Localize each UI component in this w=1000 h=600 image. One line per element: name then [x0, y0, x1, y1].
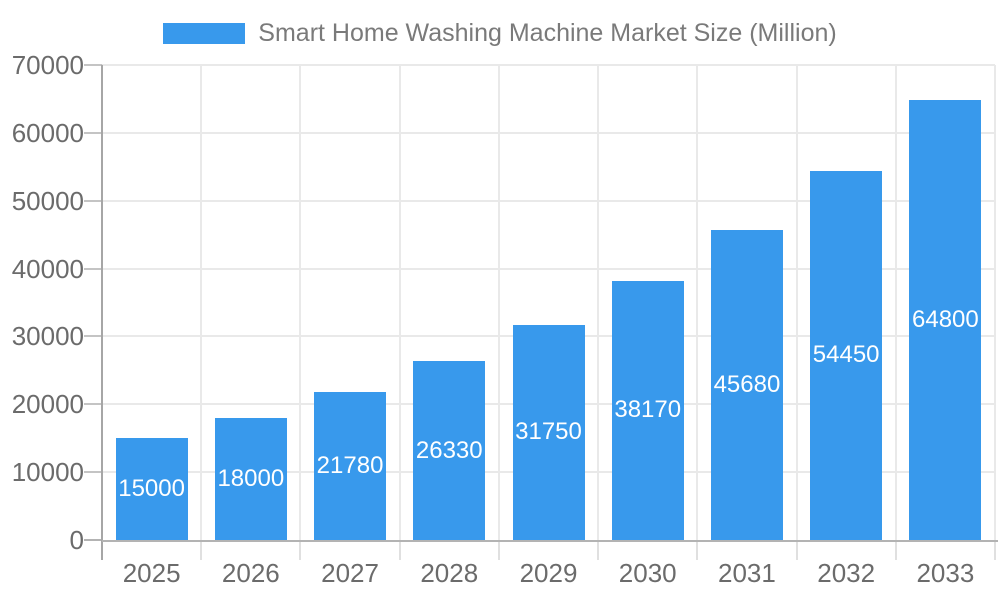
x-tick-label: 2029 — [519, 558, 578, 588]
bar-2028[interactable] — [413, 361, 486, 540]
x-axis-tick — [200, 540, 203, 560]
x-axis-tick — [795, 540, 798, 560]
x-axis-tick — [101, 540, 103, 560]
x-tick-label: 2027 — [321, 558, 379, 588]
y-tick-label: 30000 — [11, 321, 84, 352]
y-axis-tick — [84, 335, 102, 338]
bar-2030[interactable] — [611, 280, 684, 540]
y-tick-label: 60000 — [11, 117, 84, 148]
y-axis-tick — [84, 403, 102, 406]
x-axis-tick — [299, 540, 302, 560]
y-axis-tick — [84, 64, 102, 66]
bar-value-label: 18000 — [217, 464, 285, 492]
x-tick-label: 2025 — [122, 558, 181, 588]
bar-value-label: 31750 — [515, 418, 582, 446]
bar-2029[interactable] — [512, 324, 585, 540]
y-axis-tick — [84, 199, 102, 202]
bar-value-label: 26330 — [415, 436, 483, 464]
gridline-vertical — [696, 65, 699, 540]
bar-value-label: 15000 — [118, 475, 185, 503]
gridline-vertical — [497, 65, 500, 540]
bar-2025[interactable] — [115, 438, 188, 540]
gridline-vertical — [795, 65, 798, 540]
x-tick-label: 2033 — [916, 558, 975, 588]
x-axis-tick — [894, 540, 897, 560]
y-axis-line — [101, 65, 103, 542]
gridline-vertical — [994, 65, 996, 540]
bar-2033[interactable] — [909, 100, 982, 540]
bar-value-label: 21780 — [316, 452, 384, 480]
x-axis-tick — [597, 540, 600, 560]
y-tick-label: 50000 — [11, 185, 84, 216]
x-axis-tick — [497, 540, 500, 560]
gridline-vertical — [200, 65, 203, 540]
bar-2026[interactable] — [214, 417, 287, 540]
legend[interactable]: Smart Home Washing Machine Market Size (… — [0, 20, 1000, 46]
gridline-horizontal — [102, 267, 995, 270]
y-tick-label: 40000 — [11, 253, 84, 284]
legend-label: Smart Home Washing Machine Market Size (… — [258, 19, 837, 47]
gridline-horizontal — [102, 64, 995, 66]
gridline-horizontal — [102, 199, 995, 202]
y-tick-label: 0 — [69, 525, 84, 555]
y-axis-tick — [84, 131, 102, 134]
x-tick-label: 2031 — [718, 558, 776, 588]
y-axis-tick — [84, 539, 102, 541]
y-tick-label: 20000 — [11, 389, 84, 420]
x-tick-label: 2026 — [221, 558, 280, 588]
y-axis-tick — [84, 267, 102, 270]
x-tick-label: 2030 — [618, 558, 677, 588]
bar-value-label: 38170 — [614, 396, 682, 424]
gridline-vertical — [398, 65, 401, 540]
bar-value-label: 45680 — [713, 371, 781, 398]
gridline-vertical — [597, 65, 600, 540]
gridline-horizontal — [102, 131, 995, 134]
bar-value-label: 54450 — [812, 341, 880, 369]
x-axis-tick — [994, 540, 996, 560]
x-axis-line — [102, 540, 998, 542]
x-tick-label: 2032 — [817, 558, 876, 588]
gridline-vertical — [299, 65, 302, 540]
y-axis-tick — [84, 471, 102, 474]
bar-2027[interactable] — [314, 392, 387, 540]
x-tick-label: 2028 — [420, 558, 479, 588]
legend-swatch-icon — [163, 22, 246, 44]
bar-value-label: 64800 — [912, 306, 979, 334]
gridline-vertical — [894, 65, 897, 540]
bar-2032[interactable] — [810, 170, 883, 540]
x-axis-tick — [398, 540, 401, 560]
y-tick-label: 70000 — [11, 50, 84, 80]
bar-2031[interactable] — [710, 230, 783, 540]
y-tick-label: 10000 — [11, 457, 84, 488]
x-axis-tick — [696, 540, 699, 560]
